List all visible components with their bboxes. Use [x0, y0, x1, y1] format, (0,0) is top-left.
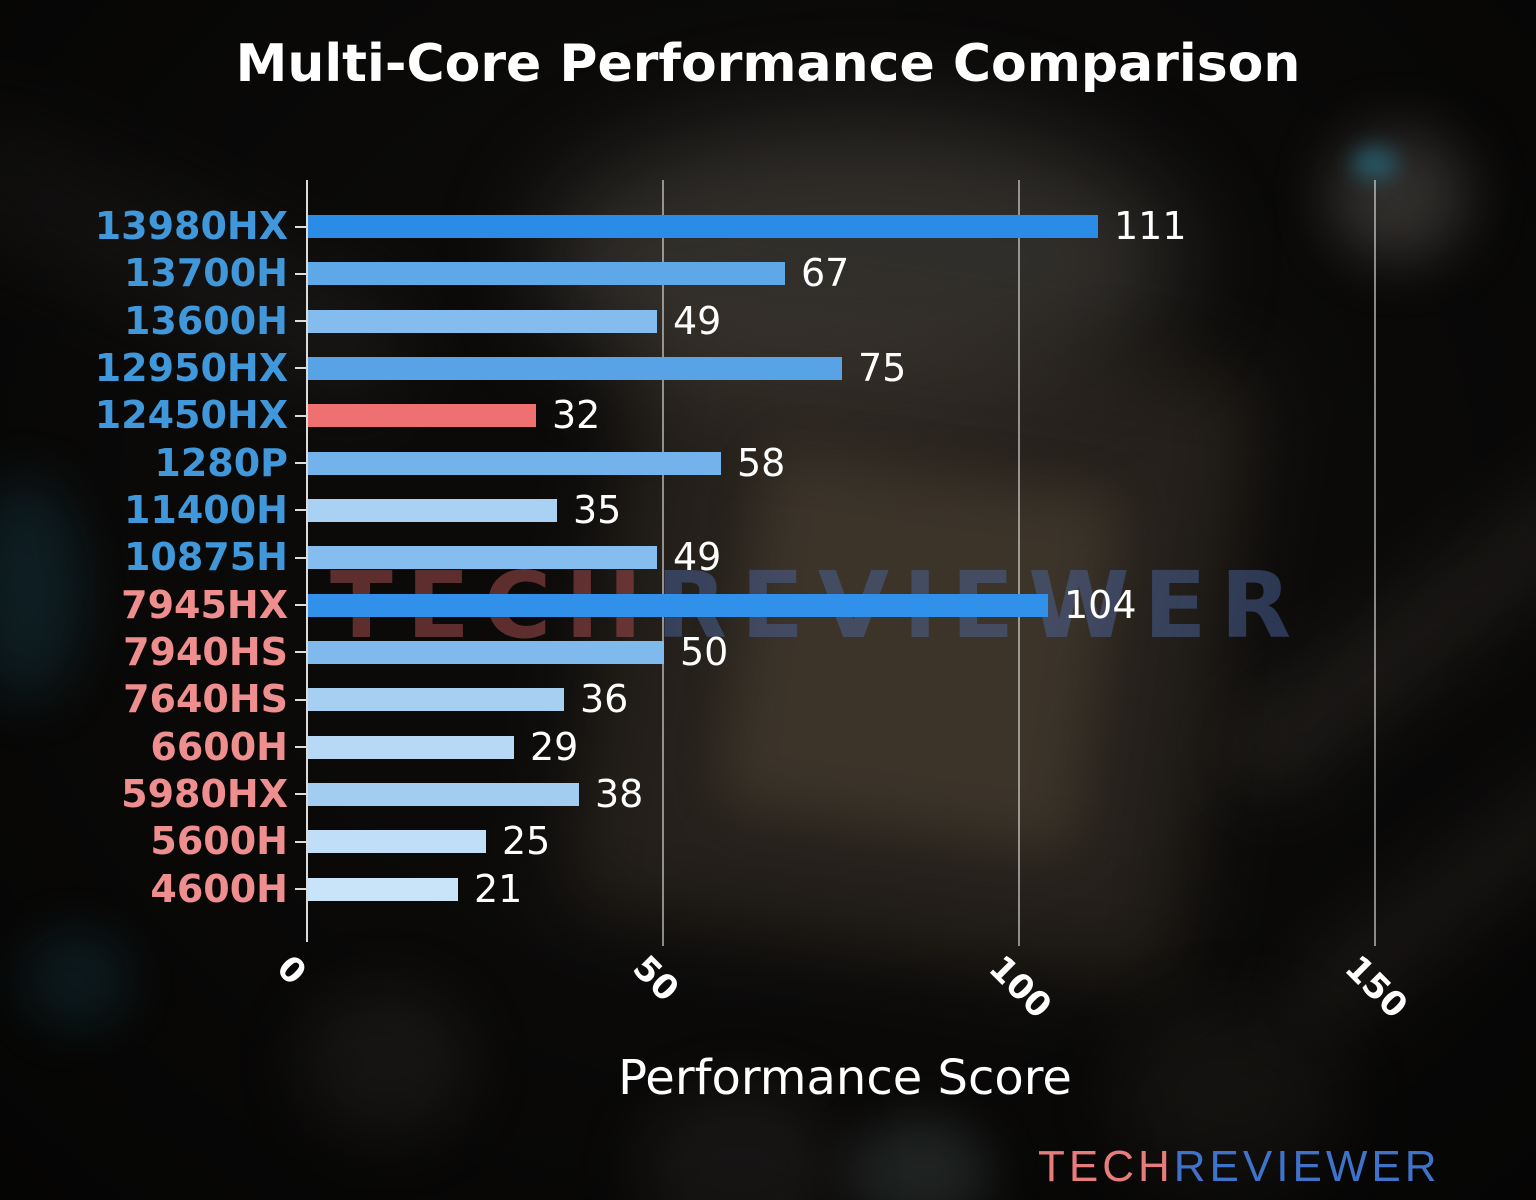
y-tick	[295, 604, 306, 607]
category-label: 7940HS	[123, 629, 288, 674]
bar-row: 7940HS 50	[0, 629, 1536, 676]
category-label: 4600H	[150, 866, 288, 911]
y-axis-spine	[306, 180, 308, 942]
bar	[308, 498, 557, 522]
gridline-50	[662, 180, 664, 946]
chart-title: Multi-Core Performance Comparison	[235, 34, 1301, 94]
value-label: 49	[673, 535, 722, 580]
y-tick	[295, 414, 306, 417]
bar	[308, 309, 657, 333]
bar	[308, 593, 1048, 617]
value-label: 58	[737, 440, 786, 485]
value-label: 38	[595, 771, 644, 816]
bar-row: 4600H 21	[0, 866, 1536, 913]
bar	[308, 782, 579, 806]
bar	[308, 451, 721, 475]
category-label: 12450HX	[94, 393, 288, 438]
value-label: 49	[673, 298, 722, 343]
value-label: 104	[1064, 582, 1137, 627]
value-label: 75	[858, 345, 907, 390]
bar-row: 5980HX 38	[0, 771, 1536, 818]
gridline-100	[1018, 180, 1020, 946]
category-label: 13980HX	[94, 204, 288, 248]
brand-logo-tech: TECH	[1038, 1142, 1174, 1191]
y-tick	[295, 793, 306, 796]
value-label: 67	[801, 251, 850, 296]
bar-row: 1280P 58	[0, 440, 1536, 487]
bar	[308, 688, 564, 712]
value-label: 50	[680, 629, 729, 674]
bar-highlighted	[308, 404, 536, 428]
bar	[308, 262, 785, 286]
bar	[308, 356, 842, 380]
category-label: 5600H	[150, 819, 288, 864]
value-label: 25	[502, 819, 551, 864]
y-tick	[295, 840, 306, 843]
value-label: 36	[580, 677, 629, 722]
bar-row: 7945HX 104	[0, 582, 1536, 629]
bar-row: 10875H 49	[0, 534, 1536, 581]
value-label: 32	[552, 393, 601, 438]
bar	[308, 640, 664, 664]
category-label: 10875H	[123, 535, 288, 580]
category-label: 13600H	[123, 298, 288, 343]
bar	[308, 830, 486, 854]
bar-row: 13600H 49	[0, 298, 1536, 345]
y-tick	[295, 272, 306, 275]
bar-row: 13700H 67	[0, 250, 1536, 297]
bar	[308, 877, 458, 901]
y-tick	[295, 462, 306, 465]
gridline-150	[1374, 180, 1376, 946]
bar-rows: 13980HX 111 13700H 67 13600H 49 12950HX 75 1…	[0, 203, 1536, 913]
value-label: 29	[530, 724, 579, 769]
category-label: 1280P	[154, 440, 288, 485]
y-tick	[295, 888, 306, 891]
brand-logo: TECHREVIEWER	[1038, 1142, 1440, 1192]
category-label: 7945HX	[121, 582, 288, 627]
x-axis-label: Performance Score	[618, 1050, 1072, 1106]
bar-row: 7640HS 36	[0, 676, 1536, 723]
category-label: 13700H	[123, 251, 288, 296]
bar-row: 11400H 35	[0, 487, 1536, 534]
category-label: 7640HS	[123, 677, 288, 722]
y-tick	[295, 225, 306, 228]
bar-row: 13980HX 111	[0, 203, 1536, 250]
bar-row: 5600H 25	[0, 818, 1536, 865]
value-label: 111	[1114, 204, 1187, 248]
y-tick	[295, 746, 306, 749]
value-label: 21	[474, 866, 523, 911]
y-tick	[295, 367, 306, 370]
y-tick	[295, 651, 306, 654]
y-tick	[295, 556, 306, 559]
bar-row: 12950HX 75	[0, 345, 1536, 392]
value-label: 35	[573, 487, 622, 532]
bar	[308, 546, 657, 570]
bar	[308, 735, 514, 759]
brand-logo-reviewer: REVIEWER	[1173, 1142, 1441, 1191]
category-label: 5980HX	[121, 771, 288, 816]
category-label: 6600H	[150, 724, 288, 769]
bar-row: 6600H 29	[0, 724, 1536, 771]
bar-row: 12450HX 32	[0, 392, 1536, 439]
bar	[308, 215, 1098, 238]
y-tick	[295, 320, 306, 323]
y-tick	[295, 698, 306, 701]
category-label: 11400H	[123, 487, 288, 532]
y-tick	[295, 509, 306, 512]
category-label: 12950HX	[94, 345, 288, 390]
